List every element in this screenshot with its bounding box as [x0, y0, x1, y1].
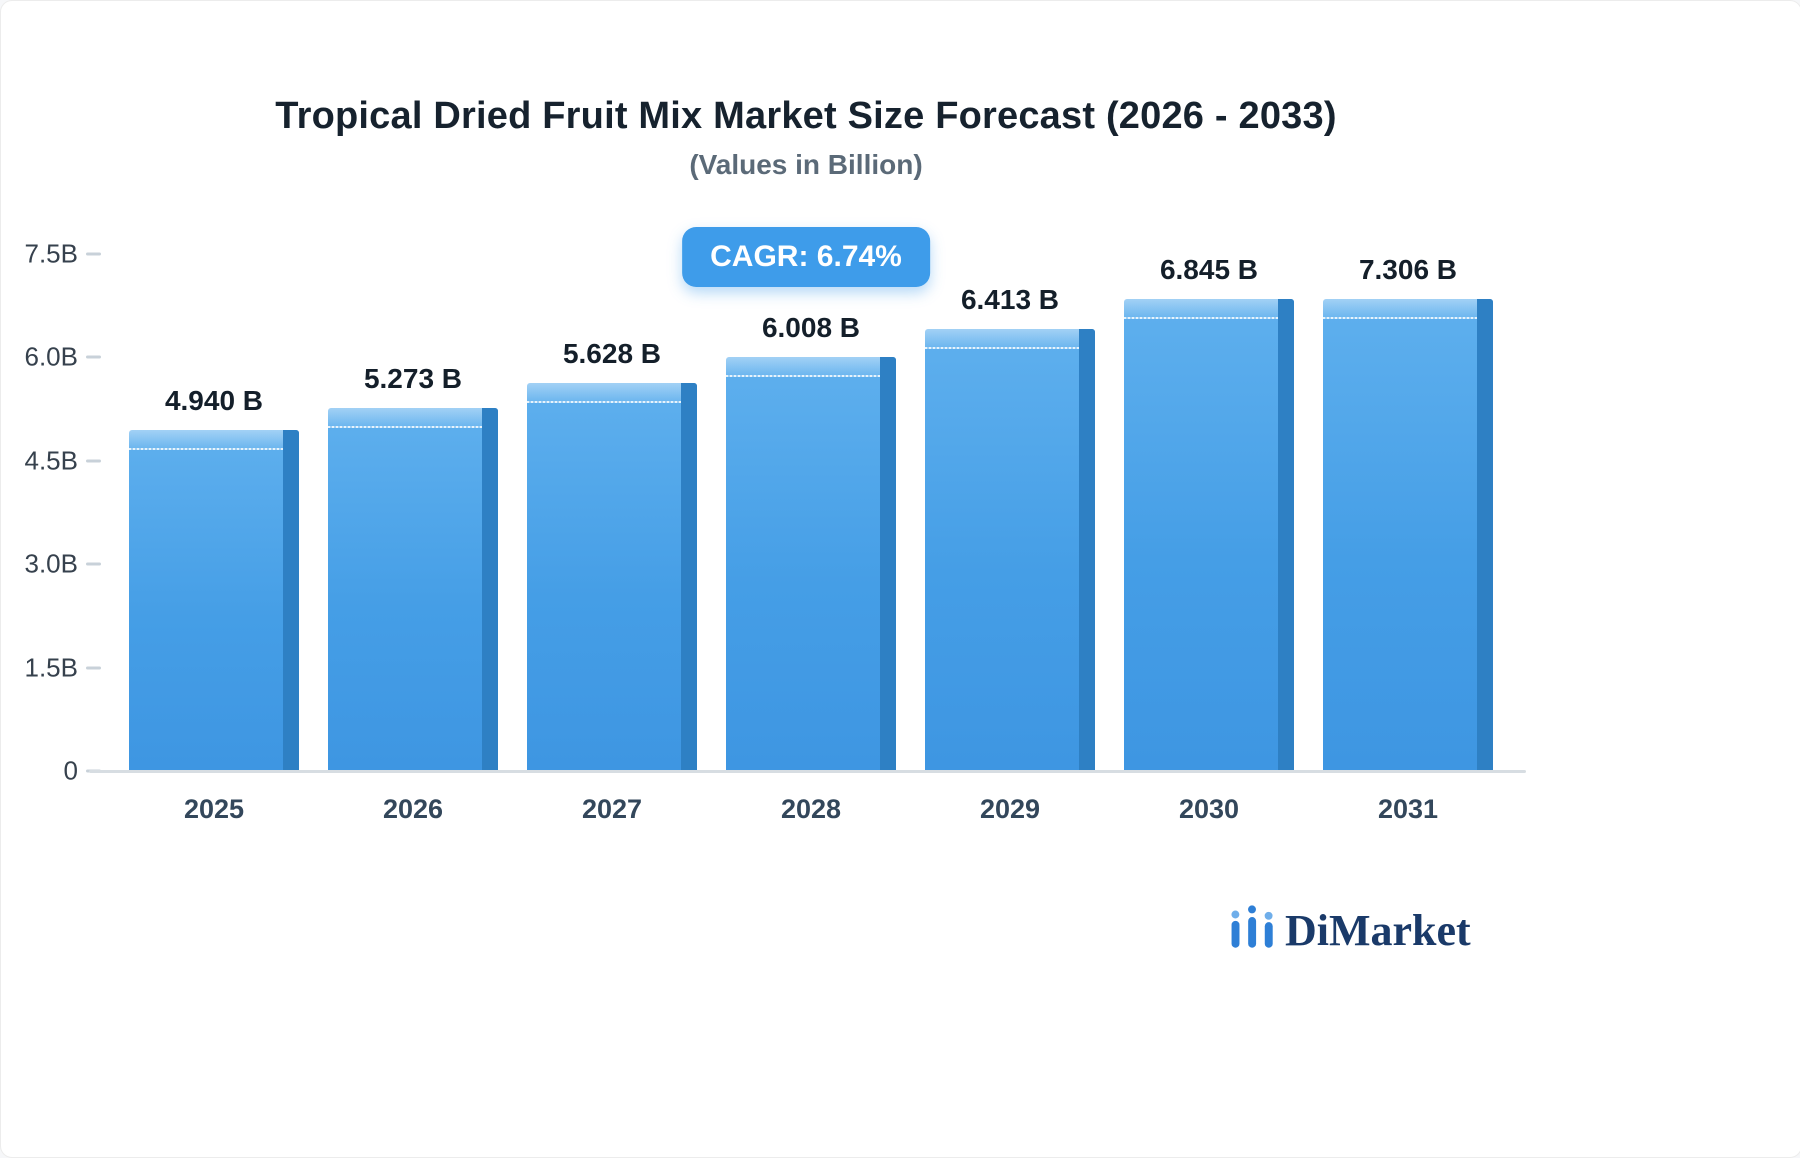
bar-value-label: 5.273 B [363, 362, 463, 394]
bar [1124, 299, 1294, 771]
bar-group: 5.628 B 2027 [527, 254, 697, 824]
bar-group: 6.413 B 2029 [925, 254, 1095, 824]
y-tick-dash [86, 252, 101, 256]
x-axis-label: 2030 [1178, 794, 1240, 824]
bar-group: 4.940 B 2025 [129, 254, 299, 824]
y-tick-label: 6.0B [24, 341, 79, 372]
bar-value-label: 6.845 B [1159, 254, 1259, 286]
y-tick-dash [86, 459, 101, 463]
bar-top-face [1124, 299, 1278, 320]
y-tick-dash [86, 666, 101, 670]
dimarket-logo-icon [1229, 904, 1275, 953]
y-tick-label: 1.5B [24, 652, 79, 683]
bar-group: 6.008 B 2028 [726, 254, 896, 824]
cagr-badge: CAGR: 6.74% [682, 227, 930, 287]
y-axis: 7.5B 6.0B 4.5B 3.0B 1.5B 0 [1, 239, 101, 786]
bar-top-face [129, 430, 283, 451]
y-tick-label: 4.5B [24, 445, 79, 476]
bar-group: 6.845 B 2030 [1124, 254, 1294, 824]
bar-group: 7.306 B 2031 [1323, 254, 1493, 824]
bar-value-label: 4.940 B [164, 385, 264, 417]
y-tick: 3.0B [6, 549, 101, 580]
x-axis-label: 2026 [382, 794, 444, 824]
bar-top-face [1323, 299, 1477, 319]
bar-value-label: 7.306 B [1358, 254, 1458, 285]
y-tick-label: 0 [63, 755, 78, 786]
plot-area: 4.940 B 2025 5.273 B 2026 5.628 B 2027 6.008 B… [101, 254, 1521, 824]
bar-value-label: 5.628 B [562, 338, 662, 370]
bar [1323, 299, 1493, 771]
chart-title: Tropical Dried Fruit Mix Market Size For… [275, 95, 1337, 137]
bar-top-face [925, 328, 1079, 349]
bar-group: 5.273 B 2026 [328, 254, 498, 824]
brand-logo: DiMarket [1229, 904, 1471, 953]
bar [726, 356, 896, 772]
y-tick-dash [86, 355, 101, 359]
y-tick: 1.5B [6, 652, 101, 683]
x-axis-label: 2028 [780, 794, 842, 824]
y-tick: 4.5B [6, 445, 101, 476]
chart-subtitle: (Values in Billion) [689, 149, 923, 180]
bar-top-face [726, 356, 880, 377]
bar [925, 328, 1095, 772]
y-tick-dash [86, 562, 101, 566]
bar-top-face [527, 383, 681, 404]
brand-name: DiMarket [1285, 906, 1471, 955]
y-tick-label: 7.5B [24, 238, 79, 269]
x-axis-label: 2025 [183, 794, 245, 824]
x-axis-line [89, 770, 1526, 773]
y-tick: 0 [6, 756, 101, 787]
bar [527, 383, 697, 771]
y-tick: 6.0B [6, 342, 101, 373]
bar-top-face [328, 407, 482, 428]
bar [328, 407, 498, 771]
bar [129, 430, 299, 771]
y-tick-label: 3.0B [24, 548, 79, 579]
x-axis-label: 2031 [1377, 794, 1439, 824]
bar-value-label: 6.413 B [960, 283, 1060, 315]
x-axis-label: 2029 [979, 794, 1041, 824]
bar-value-label: 6.008 B [761, 311, 861, 343]
y-tick: 7.5B [6, 239, 101, 270]
x-axis-label: 2027 [581, 794, 643, 824]
